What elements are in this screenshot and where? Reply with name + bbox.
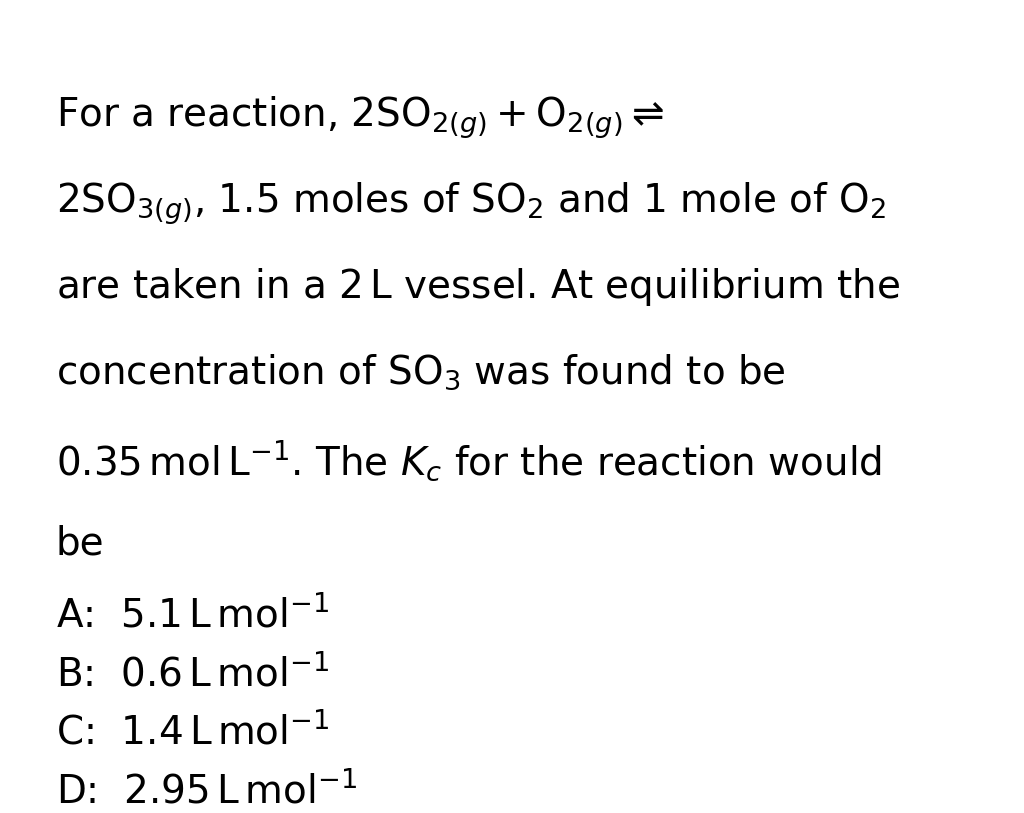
Text: be: be <box>55 525 104 563</box>
Text: concentration of $\mathrm{SO}_3$ was found to be: concentration of $\mathrm{SO}_3$ was fou… <box>55 353 785 392</box>
Text: B:  $0.6\,\mathrm{L}\,\mathrm{mol}^{-1}$: B: $0.6\,\mathrm{L}\,\mathrm{mol}^{-1}$ <box>55 654 329 693</box>
Text: $2\mathrm{SO}_{3(g)}$, 1.5 moles of $\mathrm{SO}_2$ and 1 mole of $\mathrm{O}_2$: $2\mathrm{SO}_{3(g)}$, 1.5 moles of $\ma… <box>55 180 886 227</box>
Text: $0.35\,\mathrm{mol}\,\mathrm{L}^{-1}$. The $K_c$ for the reaction would: $0.35\,\mathrm{mol}\,\mathrm{L}^{-1}$. T… <box>55 439 882 483</box>
Text: C:  $1.4\,\mathrm{L}\,\mathrm{mol}^{-1}$: C: $1.4\,\mathrm{L}\,\mathrm{mol}^{-1}$ <box>55 713 329 752</box>
Text: D:  $2.95\,\mathrm{L}\,\mathrm{mol}^{-1}$: D: $2.95\,\mathrm{L}\,\mathrm{mol}^{-1}$ <box>55 772 356 811</box>
Text: For a reaction, $2\mathrm{SO}_{2(g)} + \mathrm{O}_{2(g)} \rightleftharpoons$: For a reaction, $2\mathrm{SO}_{2(g)} + \… <box>55 94 664 141</box>
Text: are taken in a $2\,\mathrm{L}$ vessel. At equilibrium the: are taken in a $2\,\mathrm{L}$ vessel. A… <box>55 267 900 308</box>
Text: A:  $5.1\,\mathrm{L}\,\mathrm{mol}^{-1}$: A: $5.1\,\mathrm{L}\,\mathrm{mol}^{-1}$ <box>55 595 329 634</box>
